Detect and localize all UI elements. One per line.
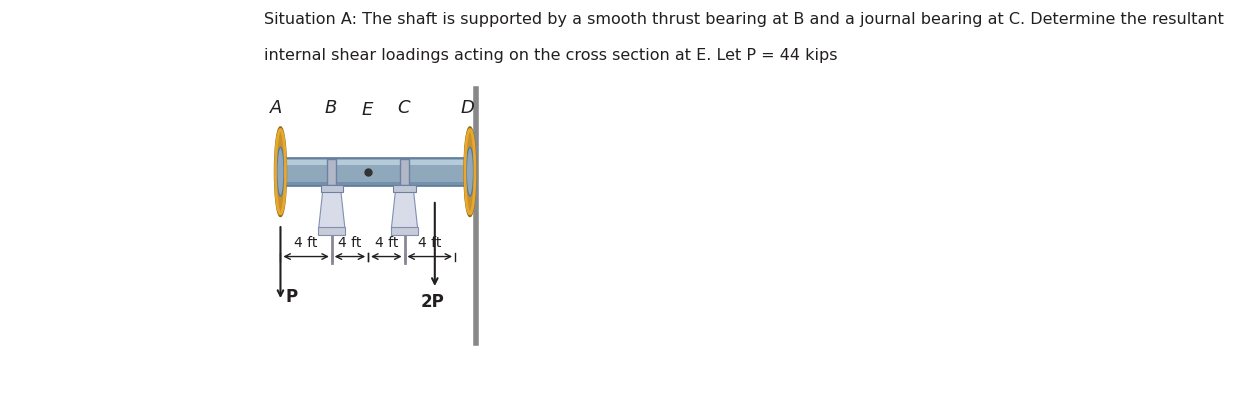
Text: 4 ft: 4 ft <box>375 236 398 250</box>
Text: E: E <box>362 101 373 119</box>
Ellipse shape <box>465 127 476 216</box>
Polygon shape <box>391 192 417 228</box>
Text: C: C <box>397 99 410 117</box>
Bar <box>277 158 473 186</box>
Bar <box>277 182 473 186</box>
Polygon shape <box>318 192 345 228</box>
Bar <box>393 185 416 192</box>
Text: B: B <box>325 99 337 117</box>
Text: 4 ft: 4 ft <box>338 236 362 250</box>
Bar <box>277 160 473 165</box>
Text: internal shear loadings acting on the cross section at E. Let P = 44 kips: internal shear loadings acting on the cr… <box>265 48 838 63</box>
Text: A: A <box>270 99 282 117</box>
Text: 4 ft: 4 ft <box>295 236 317 250</box>
Bar <box>321 185 343 192</box>
Bar <box>327 159 336 185</box>
Text: D: D <box>461 99 475 117</box>
Text: Situation A: The shaft is supported by a smooth thrust bearing at B and a journa: Situation A: The shaft is supported by a… <box>265 12 1224 27</box>
Text: P: P <box>285 288 297 306</box>
Bar <box>400 159 408 185</box>
Text: 2P: 2P <box>421 293 445 311</box>
Ellipse shape <box>466 147 473 196</box>
Bar <box>391 227 418 234</box>
Ellipse shape <box>275 127 286 216</box>
Bar <box>318 227 346 234</box>
Ellipse shape <box>277 147 284 196</box>
Text: 4 ft: 4 ft <box>418 236 441 250</box>
